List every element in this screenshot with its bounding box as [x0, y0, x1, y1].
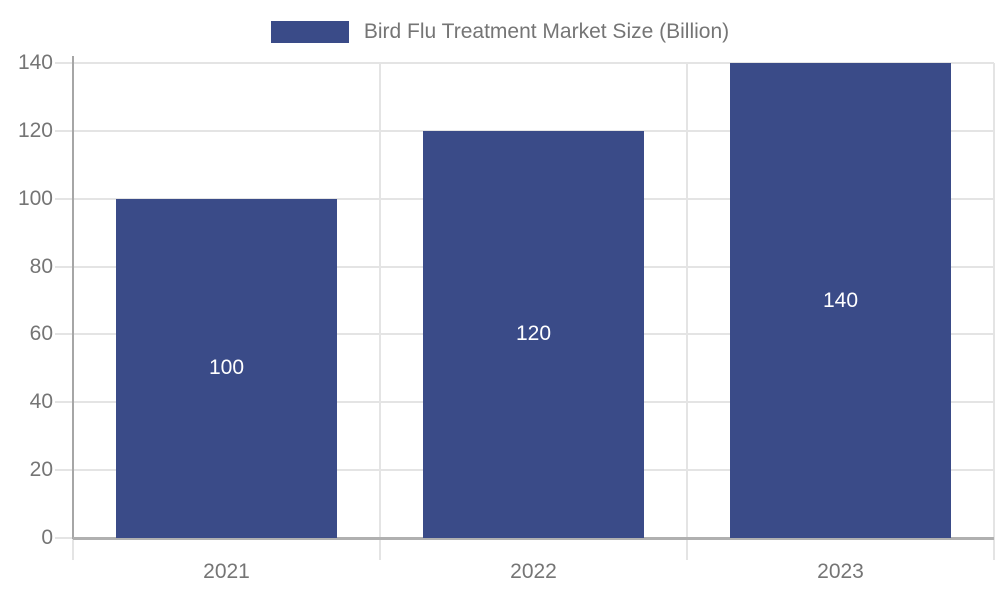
chart-legend[interactable]: Bird Flu Treatment Market Size (Billion) — [0, 20, 1000, 44]
y-tick-label: 120 — [17, 118, 53, 142]
x-tick-label: 2021 — [203, 560, 250, 583]
bar-2023[interactable] — [730, 63, 951, 538]
bar-value-label: 100 — [208, 356, 245, 380]
x-tick-label: 2023 — [817, 560, 864, 583]
bar-value-label: 140 — [822, 288, 859, 312]
h-gridline — [55, 62, 994, 64]
y-tick-label: 80 — [29, 254, 53, 278]
y-tick-label: 140 — [17, 51, 53, 74]
bar-2021[interactable] — [116, 198, 337, 538]
y-axis-line — [72, 56, 74, 539]
y-tick-label: 60 — [29, 322, 53, 346]
legend-swatch — [270, 21, 349, 43]
v-gridline — [993, 63, 995, 560]
y-tick-label: 20 — [29, 458, 53, 482]
y-tick-label: 0 — [41, 526, 53, 549]
y-tick-label: 100 — [17, 186, 53, 210]
v-gridline — [379, 63, 381, 560]
x-tick-label: 2022 — [510, 560, 557, 583]
bar-2022[interactable] — [423, 130, 644, 538]
legend-label: Bird Flu Treatment Market Size (Billion) — [363, 20, 730, 43]
v-gridline — [686, 63, 688, 560]
y-tick-label: 40 — [29, 390, 53, 414]
v-gridline — [72, 538, 74, 560]
x-axis-line — [73, 537, 994, 540]
bar-value-label: 120 — [515, 322, 552, 346]
